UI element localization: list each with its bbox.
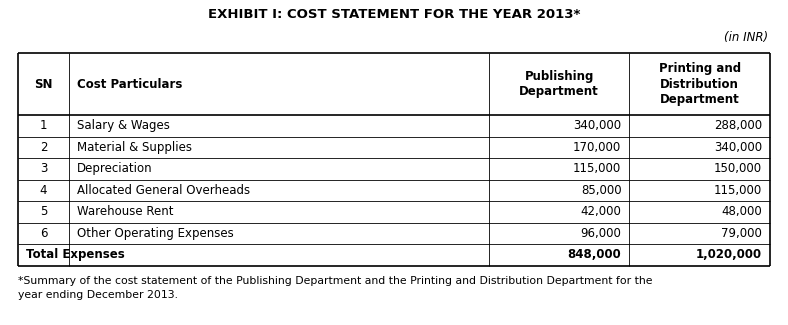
Text: Salary & Wages: Salary & Wages	[77, 119, 170, 132]
Text: *Summary of the cost statement of the Publishing Department and the Printing and: *Summary of the cost statement of the Pu…	[18, 276, 652, 300]
Text: 5: 5	[40, 205, 47, 218]
Text: 170,000: 170,000	[573, 141, 622, 154]
Text: 6: 6	[40, 227, 47, 240]
Text: 340,000: 340,000	[573, 119, 622, 132]
Text: Other Operating Expenses: Other Operating Expenses	[77, 227, 234, 240]
Text: 48,000: 48,000	[721, 205, 762, 218]
Text: 2: 2	[40, 141, 47, 154]
Text: 115,000: 115,000	[714, 184, 762, 197]
Text: SN: SN	[35, 77, 53, 90]
Text: 1: 1	[40, 119, 47, 132]
Text: Total Expenses: Total Expenses	[26, 248, 125, 261]
Text: 848,000: 848,000	[567, 248, 622, 261]
Text: 340,000: 340,000	[714, 141, 762, 154]
Text: 3: 3	[40, 162, 47, 175]
Text: Publishing
Department: Publishing Department	[519, 70, 599, 98]
Text: 79,000: 79,000	[721, 227, 762, 240]
Text: 4: 4	[40, 184, 47, 197]
Text: 288,000: 288,000	[714, 119, 762, 132]
Text: 42,000: 42,000	[581, 205, 622, 218]
Text: Allocated General Overheads: Allocated General Overheads	[77, 184, 251, 197]
Text: (in INR): (in INR)	[724, 31, 768, 44]
Text: Depreciation: Depreciation	[77, 162, 153, 175]
Text: 96,000: 96,000	[581, 227, 622, 240]
Text: Cost Particulars: Cost Particulars	[77, 77, 183, 90]
Text: 150,000: 150,000	[714, 162, 762, 175]
Text: Material & Supplies: Material & Supplies	[77, 141, 192, 154]
Text: Printing and
Distribution
Department: Printing and Distribution Department	[659, 62, 741, 106]
Text: Warehouse Rent: Warehouse Rent	[77, 205, 173, 218]
Text: 1,020,000: 1,020,000	[696, 248, 762, 261]
Text: 115,000: 115,000	[573, 162, 622, 175]
Text: 85,000: 85,000	[581, 184, 622, 197]
Text: EXHIBIT I: COST STATEMENT FOR THE YEAR 2013*: EXHIBIT I: COST STATEMENT FOR THE YEAR 2…	[208, 8, 580, 21]
